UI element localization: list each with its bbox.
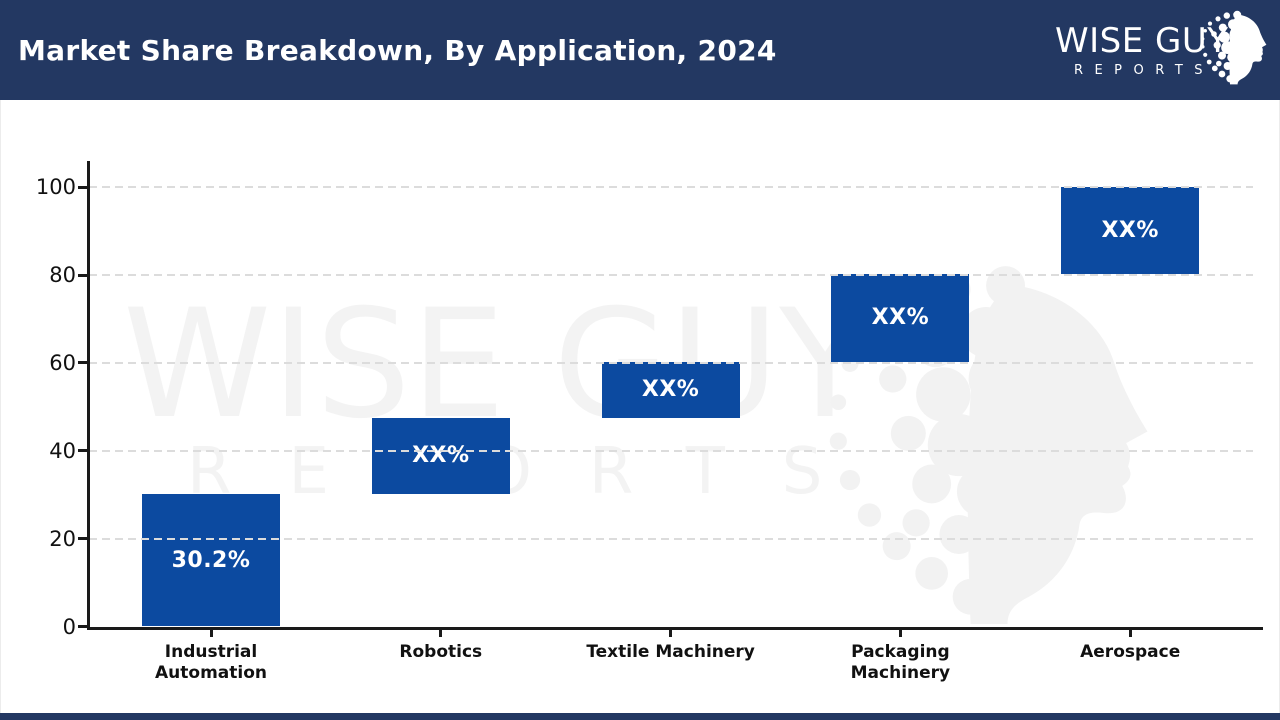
chart-title: Market Share Breakdown, By Application, … (18, 33, 777, 67)
y-tick-mark-80 (78, 273, 87, 277)
bar-value-label-industrial-automation: 30.2% (171, 547, 251, 573)
category-label-industrial-automation: Industrial Automation (155, 641, 267, 683)
y-tick-mark-40 (78, 449, 87, 453)
y-tick-label-100: 100 (35, 175, 76, 200)
brand-subtitle: REPORTS (1073, 63, 1215, 78)
watermark-brand-text: WISE GUY (123, 278, 871, 452)
y-tick-label-80: 80 (49, 263, 76, 288)
y-tick-label-40: 40 (49, 438, 76, 463)
y-tick-mark-60 (78, 361, 87, 365)
gridline-100 (89, 186, 1253, 189)
x-tick-mark-robotics (439, 628, 443, 637)
y-tick-mark-100 (78, 185, 87, 189)
brand-logo: WISE GUY REPORTS (1020, 6, 1270, 94)
bar-industrial-automation: 30.2% (142, 493, 280, 627)
brand-head-icon (1201, 10, 1267, 85)
bar-robotics: XX% (371, 417, 510, 494)
bar-value-label-aerospace: XX% (1101, 218, 1159, 244)
gridline-80 (89, 274, 1253, 277)
bar-value-label-packaging-machinery: XX% (871, 305, 930, 331)
category-label-aerospace: Aerospace (1080, 641, 1181, 662)
x-tick-mark-textile-machinery (669, 628, 673, 637)
gridline-60 (89, 361, 1253, 364)
bar-aerospace: XX% (1061, 187, 1200, 275)
y-axis-line (87, 161, 90, 630)
category-label-packaging-machinery: Packaging Machinery (850, 641, 951, 683)
x-tick-mark-packaging-machinery (898, 628, 902, 637)
y-tick-label-0: 0 (62, 614, 76, 639)
x-axis-line (87, 626, 1263, 630)
category-label-textile-machinery: Textile Machinery (586, 641, 755, 662)
y-tick-mark-0 (78, 625, 87, 628)
footer-bar (0, 713, 1280, 720)
x-tick-mark-industrial-automation (209, 628, 213, 637)
brand-logo-text: WISE GUY REPORTS (1055, 21, 1229, 78)
gridline-20 (89, 537, 1253, 540)
gridline-40 (89, 449, 1253, 452)
bar-value-label-robotics: XX% (412, 443, 470, 469)
brand-name: WISE GUY (1055, 21, 1229, 61)
bar-packaging-machinery: XX% (831, 274, 970, 362)
y-tick-label-60: 60 (49, 350, 76, 375)
y-tick-mark-20 (78, 537, 87, 541)
category-label-robotics: Robotics (399, 641, 483, 662)
y-tick-label-20: 20 (49, 526, 76, 551)
bar-value-label-textile-machinery: XX% (641, 377, 700, 403)
x-tick-mark-aerospace (1128, 628, 1132, 637)
bar-textile-machinery: XX% (601, 361, 740, 418)
header: Market Share Breakdown, By Application, … (0, 0, 1280, 100)
